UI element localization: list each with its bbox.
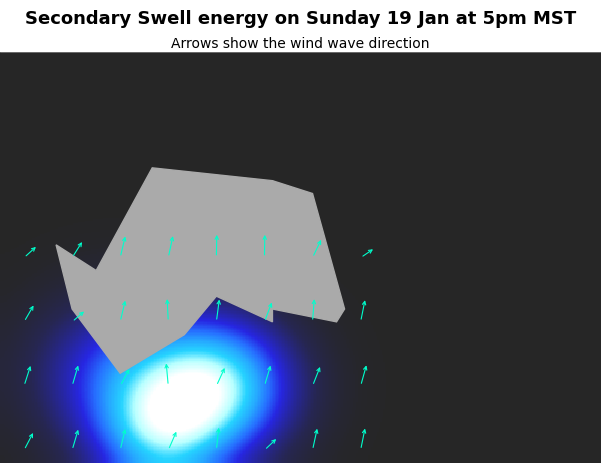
Polygon shape xyxy=(56,169,272,373)
Polygon shape xyxy=(272,181,344,322)
Text: Arrows show the wind wave direction: Arrows show the wind wave direction xyxy=(171,37,430,50)
Text: Secondary Swell energy on Sunday 19 Jan at 5pm MST: Secondary Swell energy on Sunday 19 Jan … xyxy=(25,10,576,28)
